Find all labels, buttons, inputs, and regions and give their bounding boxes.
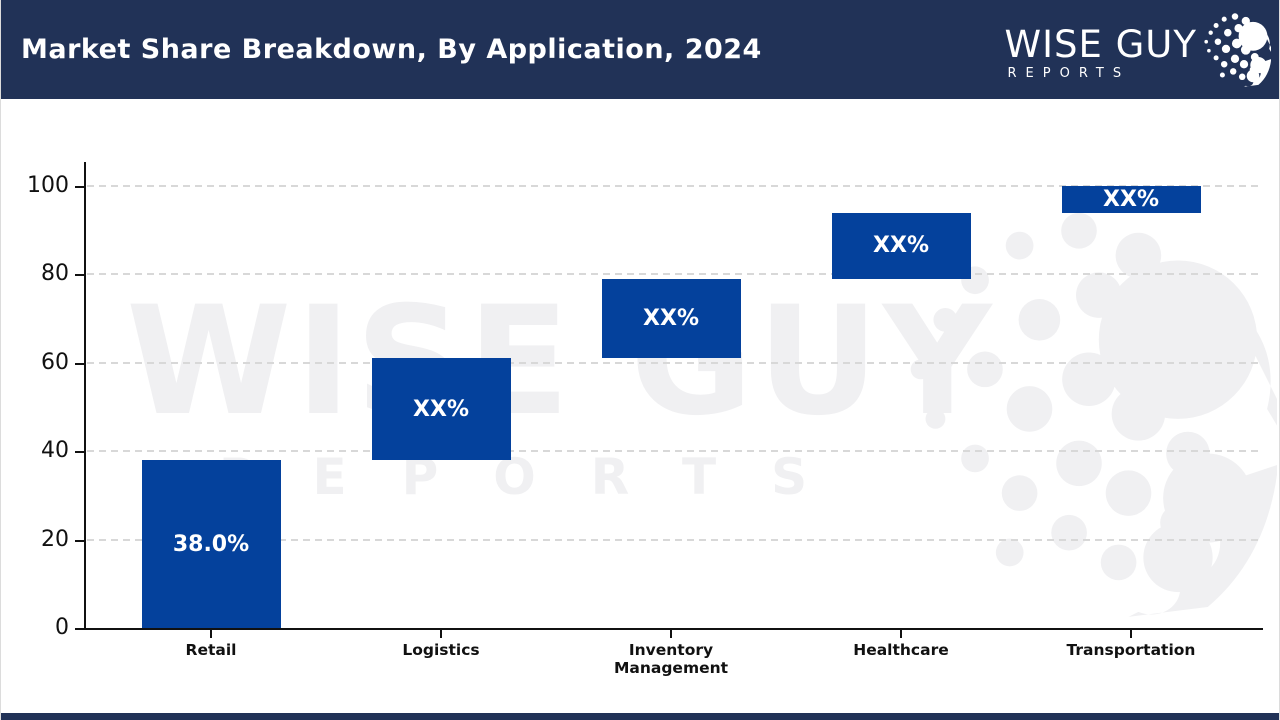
logo-reports-text: REPORTS — [1007, 65, 1131, 81]
y-axis-spine — [84, 162, 86, 630]
x-axis-spine — [84, 628, 1263, 630]
logo: WISE GUY REPORTS — [1005, 6, 1271, 90]
watermark-head-graphic — [910, 212, 1277, 617]
bar-value-label: XX% — [1103, 186, 1159, 212]
x-tick — [210, 630, 212, 638]
gridline — [87, 185, 1263, 187]
bar-segment: XX% — [601, 278, 741, 359]
bar-value-label: XX% — [873, 233, 929, 259]
y-tick — [75, 362, 84, 365]
y-tick-label: 20 — [41, 526, 69, 552]
y-tick-label: 0 — [55, 615, 69, 640]
gridline — [87, 273, 1263, 276]
y-tick-label: 40 — [41, 438, 69, 464]
y-tick — [75, 628, 84, 630]
y-tick-label: 60 — [41, 349, 69, 375]
watermark-reports-text: REPORTS — [219, 448, 863, 506]
bar-segment: 38.0% — [141, 460, 281, 628]
y-tick — [75, 274, 84, 277]
x-category-label: Retail — [185, 641, 237, 659]
x-category-label: Logistics — [402, 641, 480, 659]
y-tick-label: 100 — [27, 173, 69, 198]
bar-value-label: XX% — [413, 396, 469, 422]
gridline — [87, 361, 1263, 364]
y-tick-label: 80 — [41, 261, 69, 287]
x-tick — [900, 630, 902, 638]
bar-segment: XX% — [1061, 186, 1201, 213]
gridline — [87, 538, 1263, 541]
x-tick — [1130, 630, 1132, 638]
page-title: Market Share Breakdown, By Application, … — [21, 34, 762, 65]
footer-bar — [1, 713, 1279, 720]
logo-brand-text: WISE GUY — [1004, 22, 1197, 66]
x-tick — [440, 630, 442, 638]
x-category-label: Healthcare — [853, 641, 949, 659]
logo-head-icon — [1204, 13, 1271, 87]
bar-value-label: 38.0% — [172, 531, 250, 557]
bar-value-label: XX% — [643, 306, 699, 332]
x-tick — [670, 630, 672, 638]
header: Market Share Breakdown, By Application, … — [1, 0, 1279, 99]
y-tick — [75, 539, 84, 542]
bar-segment: XX% — [371, 358, 511, 461]
bar-segment: XX% — [831, 212, 971, 279]
gridline — [87, 450, 1263, 453]
y-tick — [75, 186, 84, 188]
x-category-label: Inventory Management — [613, 641, 729, 677]
y-tick — [75, 451, 84, 454]
x-category-label: Transportation — [1066, 641, 1196, 659]
